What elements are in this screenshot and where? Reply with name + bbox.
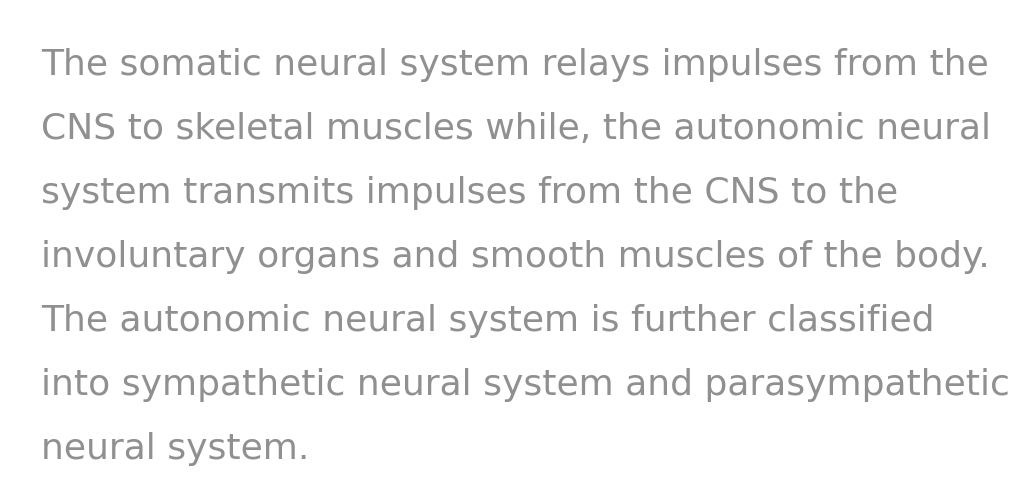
Text: involuntary organs and smooth muscles of the body.: involuntary organs and smooth muscles of… [41,240,990,274]
Text: The somatic neural system relays impulses from the: The somatic neural system relays impulse… [41,48,989,82]
Text: CNS to skeletal muscles while, the autonomic neural: CNS to skeletal muscles while, the auton… [41,112,991,146]
Text: into sympathetic neural system and parasympathetic: into sympathetic neural system and paras… [41,368,1010,402]
Text: neural system.: neural system. [41,432,309,466]
Text: system transmits impulses from the CNS to the: system transmits impulses from the CNS t… [41,176,898,210]
Text: The autonomic neural system is further classified: The autonomic neural system is further c… [41,304,935,338]
